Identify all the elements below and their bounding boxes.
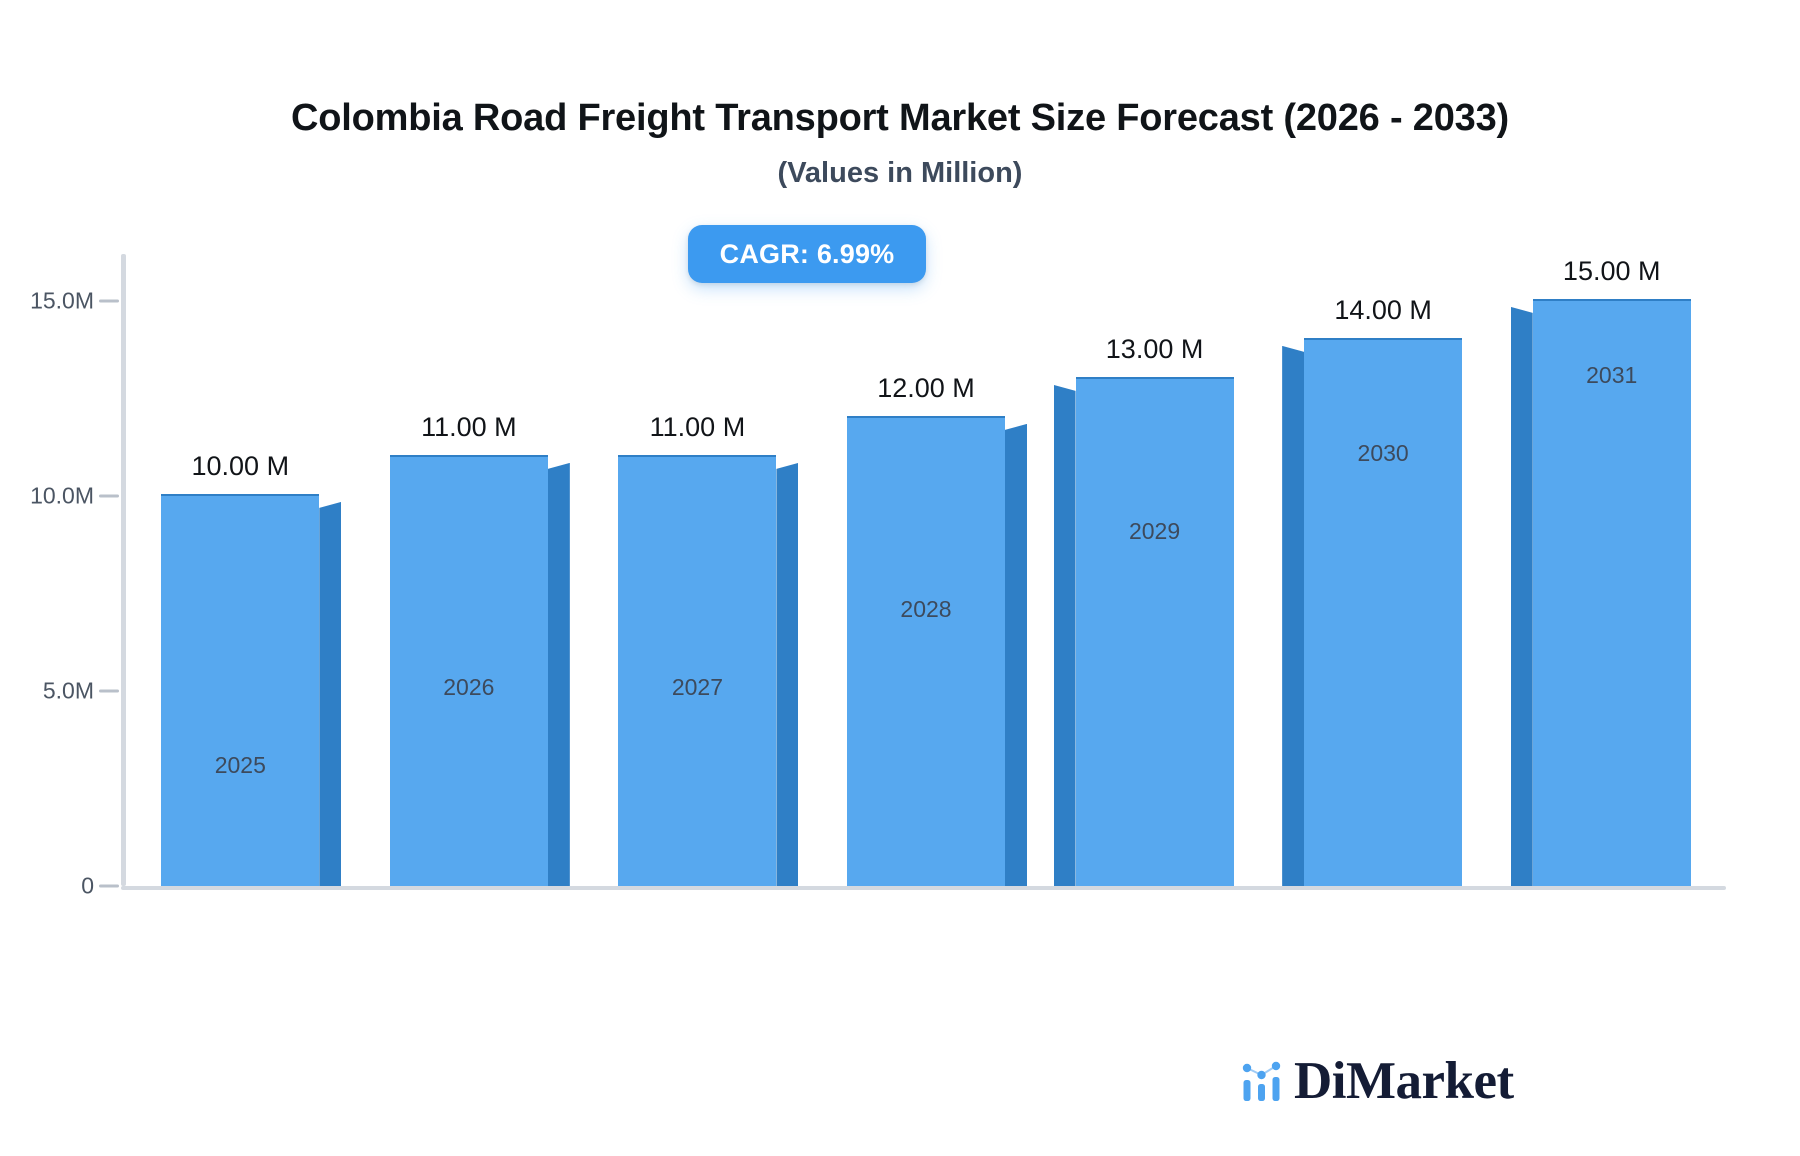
x-tick-label: 2030 bbox=[1357, 439, 1409, 466]
plot-area: 0 5.0M 10.0M 15.0M 10.00 M 2025 11.00 M 2026 11… bbox=[30, 254, 1726, 899]
bar-value-label: 14.00 M bbox=[1334, 294, 1432, 325]
bar-value-label: 11.00 M bbox=[421, 411, 517, 442]
bar-value-label: 11.00 M bbox=[649, 411, 746, 442]
y-tick-dash bbox=[99, 494, 119, 498]
bar-series: 10.00 M 2025 11.00 M 2026 11.00 M 2027 12.00 M… bbox=[126, 254, 1726, 886]
y-tick-label: 0 bbox=[81, 872, 94, 899]
bar-front-face bbox=[389, 454, 548, 886]
y-tick-label: 15.0M bbox=[30, 287, 94, 314]
bar-2030: 14.00 M 2030 bbox=[1282, 295, 1463, 886]
y-tick-dash bbox=[99, 299, 119, 303]
y-tick-dash bbox=[99, 884, 119, 888]
bar-2025: 10.00 M 2025 bbox=[161, 451, 342, 886]
bar-side-face bbox=[1282, 345, 1305, 886]
bar-value-label: 13.00 M bbox=[1105, 333, 1204, 364]
x-axis-line bbox=[121, 886, 1726, 890]
bar-2028: 12.00 M 2028 bbox=[847, 373, 1027, 886]
chart-subtitle: (Values in Million) bbox=[777, 156, 1023, 189]
title-block: Colombia Road Freight Transport Market S… bbox=[0, 96, 1800, 190]
bar-2027: 11.00 M 2027 bbox=[618, 412, 799, 886]
bar-side-face bbox=[1005, 423, 1027, 886]
dimarket-logo: DiMarket bbox=[1240, 1044, 1514, 1110]
cagr-badge: CAGR: 6.99% bbox=[688, 225, 926, 283]
page-title: Colombia Road Freight Transport Market S… bbox=[291, 97, 1509, 139]
x-tick-label: 2029 bbox=[1128, 517, 1181, 544]
bar-front-face bbox=[847, 415, 1005, 886]
y-tick-label: 10.0M bbox=[30, 482, 94, 509]
bar-value-label: 15.00 M bbox=[1562, 255, 1661, 286]
logo-text: DiMarket bbox=[1294, 1051, 1514, 1110]
y-tick-label: 5.0M bbox=[42, 677, 94, 704]
bar-side-face bbox=[547, 462, 570, 886]
y-axis-line bbox=[121, 254, 126, 886]
bar-side-face bbox=[1053, 384, 1076, 886]
bar-chart-with-dots-icon bbox=[1240, 1059, 1284, 1103]
bar-front-face bbox=[618, 454, 777, 886]
bar-value-label: 10.00 M bbox=[191, 450, 290, 481]
bar-front-face bbox=[1075, 376, 1234, 886]
y-tick-dash bbox=[99, 689, 119, 693]
bar-side-face bbox=[776, 462, 799, 886]
x-tick-label: 2026 bbox=[443, 673, 495, 700]
bar-value-label: 12.00 M bbox=[877, 372, 975, 403]
bar-front-face bbox=[161, 493, 320, 886]
bar-front-face bbox=[1304, 337, 1463, 886]
bar-front-face bbox=[1532, 298, 1691, 886]
x-tick-label: 2025 bbox=[214, 751, 266, 778]
bar-2026: 11.00 M 2026 bbox=[389, 412, 570, 886]
bar-side-face bbox=[1510, 306, 1533, 886]
bar-2029: 13.00 M 2029 bbox=[1053, 334, 1234, 886]
cagr-badge-label: CAGR: 6.99% bbox=[719, 238, 895, 269]
bar-2031: 15.00 M 2031 bbox=[1510, 256, 1691, 886]
x-tick-label: 2027 bbox=[671, 673, 724, 700]
x-tick-label: 2031 bbox=[1586, 361, 1638, 388]
x-tick-label: 2028 bbox=[900, 595, 952, 622]
bar-side-face bbox=[319, 501, 342, 886]
